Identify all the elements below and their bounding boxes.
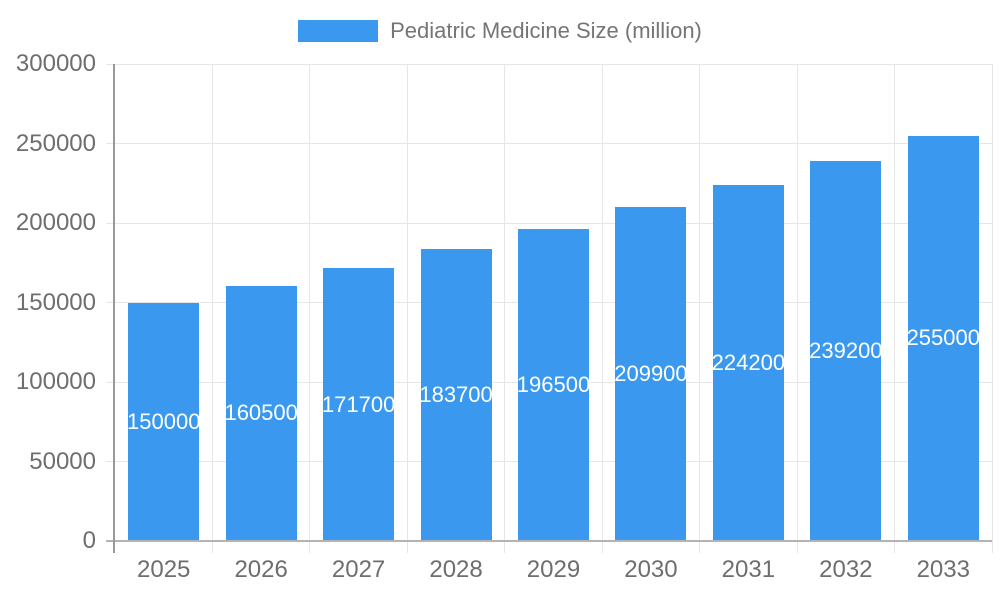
legend-label: Pediatric Medicine Size (million) <box>390 18 702 43</box>
gridline-vertical <box>309 64 311 553</box>
y-tick-label: 0 <box>82 527 96 554</box>
bar-2025[interactable]: 150000 <box>127 302 201 541</box>
bar-2027[interactable]: 171700 <box>321 268 396 541</box>
bar-2031[interactable]: 224200 <box>711 184 786 541</box>
gridline-vertical <box>504 64 506 553</box>
x-tick-label: 2033 <box>916 556 970 583</box>
gridline-vertical <box>699 64 701 553</box>
x-tick-label: 2031 <box>721 556 776 583</box>
plot-area: 150000 160500 171700 183700 196500 209900 2242… <box>106 63 993 553</box>
bar-2032[interactable]: 239200 <box>809 160 883 541</box>
bar-value-label: 171700 <box>321 391 396 417</box>
bar-value-label: 239200 <box>809 337 883 363</box>
x-tick-label: 2028 <box>429 556 483 583</box>
bar-2033[interactable]: 255000 <box>906 135 980 541</box>
bar-2029[interactable]: 196500 <box>516 228 591 541</box>
y-tick-label: 50000 <box>29 447 96 475</box>
gridline-horizontal <box>106 143 992 144</box>
y-tick-label: 300000 <box>15 50 96 77</box>
legend[interactable]: Pediatric Medicine Size (million) <box>0 18 1000 44</box>
y-tick-label: 250000 <box>15 129 96 157</box>
y-axis-labels: 0 50000 100000 150000 200000 250000 300000 <box>0 50 96 554</box>
y-tick-label: 150000 <box>15 288 96 316</box>
gridline-vertical <box>894 64 896 553</box>
gridline-vertical <box>601 64 603 553</box>
y-tick-label: 100000 <box>15 368 96 395</box>
bar-value-label: 255000 <box>906 325 980 351</box>
x-tick-label: 2026 <box>234 556 288 583</box>
x-tick-label: 2029 <box>526 556 581 583</box>
x-tick-label: 2032 <box>819 556 873 583</box>
x-tick-label: 2027 <box>331 556 386 583</box>
gridline-horizontal <box>106 222 992 224</box>
gridline-vertical <box>796 64 798 553</box>
bar-value-label: 150000 <box>127 408 201 434</box>
x-axis-labels: 2025 2026 2027 2028 2029 2030 2031 2032 2033 <box>115 556 992 586</box>
y-tick-label: 200000 <box>15 209 96 236</box>
gridline-vertical <box>991 64 993 553</box>
bar-2028[interactable]: 183700 <box>419 248 493 541</box>
bar-2026[interactable]: 160500 <box>224 285 298 541</box>
bar-value-label: 160500 <box>224 400 298 426</box>
bar-value-label: 209900 <box>614 361 688 387</box>
gridline-horizontal <box>106 63 992 65</box>
x-axis-line <box>106 540 992 542</box>
bar-2030[interactable]: 209900 <box>614 207 688 541</box>
x-tick-label: 2030 <box>624 556 678 583</box>
y-axis-line <box>113 64 115 553</box>
x-tick-label: 2025 <box>137 556 191 583</box>
legend-swatch <box>298 20 379 42</box>
gridline-vertical <box>211 64 213 553</box>
bar-value-label: 224200 <box>711 349 786 375</box>
bar-value-label: 196500 <box>516 371 591 397</box>
gridline-vertical <box>406 64 408 553</box>
bar-value-label: 183700 <box>419 381 493 407</box>
